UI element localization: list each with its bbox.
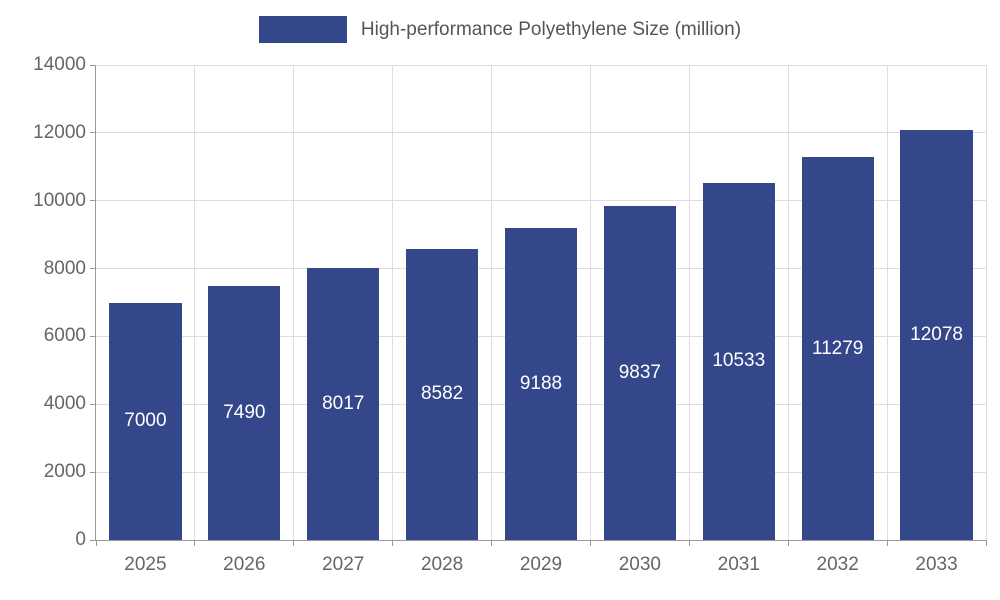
bar-value-label: 12078	[910, 324, 963, 346]
x-gridline	[787, 65, 789, 540]
bar-value-label: 11279	[811, 337, 864, 359]
y-axis-tick-label: 6000	[43, 325, 86, 347]
bar-value-label: 7490	[223, 401, 266, 423]
bar-value-label: 9837	[618, 362, 662, 384]
y-axis-tick-mark	[90, 335, 96, 337]
x-gridline	[392, 65, 394, 540]
x-axis-tick-label: 2028	[420, 554, 464, 575]
x-gridline	[194, 65, 196, 540]
x-axis-tick-mark	[787, 540, 789, 546]
x-axis-tick-mark	[194, 540, 196, 546]
x-gridline	[886, 65, 888, 540]
y-gridline	[96, 64, 986, 66]
legend[interactable]: High-performance Polyethylene Size (mill…	[0, 16, 1000, 43]
x-axis-tick-label: 2031	[717, 554, 760, 575]
y-axis-tick-mark	[90, 403, 96, 405]
y-axis-tick-mark	[90, 268, 96, 270]
x-gridline	[491, 65, 493, 540]
bar[interactable]: 10533	[702, 182, 775, 540]
x-axis-tick-mark	[293, 540, 295, 546]
bar-value-label: 10533	[712, 350, 766, 372]
legend-label: High-performance Polyethylene Size (mill…	[360, 18, 742, 40]
x-axis-tick-label: 2025	[124, 554, 167, 575]
bar-value-label: 8582	[420, 383, 464, 405]
y-axis-tick-mark	[90, 539, 96, 541]
x-axis-tick-label: 2033	[915, 554, 958, 575]
bar-value-label: 7000	[124, 410, 167, 432]
bar[interactable]: 9188	[504, 228, 578, 540]
bar[interactable]: 7490	[208, 285, 281, 540]
y-axis-tick-label: 10000	[33, 189, 86, 211]
x-axis-tick-mark	[688, 540, 690, 546]
x-axis-tick-mark	[589, 540, 591, 546]
x-axis-tick-mark	[491, 540, 493, 546]
x-gridline	[985, 65, 987, 540]
bar[interactable]: 8017	[307, 268, 380, 540]
legend-swatch-icon	[258, 16, 347, 43]
x-axis-tick-mark	[95, 540, 97, 546]
x-gridline	[293, 65, 295, 540]
y-axis-tick-mark	[90, 200, 96, 202]
y-axis-tick-mark	[90, 471, 96, 473]
y-axis-tick-label: 14000	[33, 54, 86, 75]
y-axis-tick-label: 12000	[33, 121, 86, 143]
y-axis-tick-label: 0	[75, 529, 86, 550]
y-axis-tick-mark	[90, 64, 96, 66]
bar[interactable]: 8582	[406, 248, 479, 540]
y-axis-tick-label: 4000	[43, 393, 86, 415]
x-axis-tick-label: 2026	[223, 554, 266, 575]
x-axis-tick-mark	[392, 540, 394, 546]
bar[interactable]: 9837	[603, 206, 676, 540]
bar[interactable]: 7000	[109, 302, 182, 540]
y-axis-tick-mark	[90, 132, 96, 134]
x-axis-tick-mark	[985, 540, 987, 546]
y-gridline	[96, 200, 986, 202]
plot-area: 0 2000 4000 6000 8000 10000 12000 14000 7000 2025…	[33, 55, 987, 575]
bar-value-label: 9188	[519, 373, 563, 395]
x-axis-tick-label: 2030	[618, 554, 662, 575]
x-axis-tick-mark	[886, 540, 888, 546]
y-axis-tick-label: 8000	[43, 257, 86, 279]
bar[interactable]: 12078	[900, 130, 973, 540]
x-gridline	[688, 65, 690, 540]
bar[interactable]: 11279	[801, 157, 874, 540]
x-axis-tick-label: 2032	[816, 554, 859, 575]
x-axis-tick-label: 2027	[322, 554, 365, 575]
y-gridline	[96, 132, 986, 134]
bar-value-label: 8017	[322, 393, 365, 414]
y-axis-tick-label: 2000	[43, 461, 86, 483]
x-axis-tick-label: 2029	[519, 554, 563, 575]
x-gridline	[589, 65, 591, 540]
